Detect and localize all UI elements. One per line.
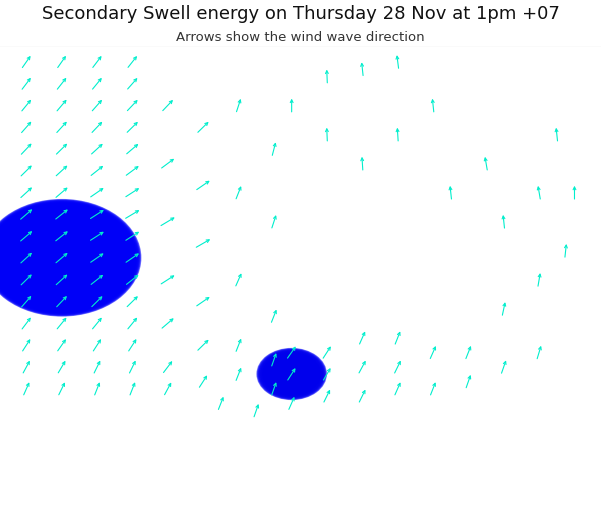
Ellipse shape bbox=[0, 210, 126, 305]
Ellipse shape bbox=[258, 349, 325, 399]
Ellipse shape bbox=[257, 348, 326, 399]
Ellipse shape bbox=[0, 210, 127, 306]
Ellipse shape bbox=[261, 352, 322, 396]
Ellipse shape bbox=[0, 202, 137, 313]
Ellipse shape bbox=[0, 200, 140, 316]
Ellipse shape bbox=[260, 351, 323, 397]
Ellipse shape bbox=[0, 205, 133, 310]
Ellipse shape bbox=[259, 350, 324, 398]
Ellipse shape bbox=[0, 207, 131, 309]
Ellipse shape bbox=[260, 351, 323, 397]
Ellipse shape bbox=[262, 352, 322, 396]
Ellipse shape bbox=[0, 207, 130, 308]
Ellipse shape bbox=[257, 348, 327, 400]
Ellipse shape bbox=[0, 209, 127, 306]
Ellipse shape bbox=[258, 349, 325, 399]
Ellipse shape bbox=[257, 348, 326, 400]
Ellipse shape bbox=[0, 204, 135, 312]
Ellipse shape bbox=[0, 201, 139, 315]
Ellipse shape bbox=[0, 204, 135, 311]
Ellipse shape bbox=[0, 205, 134, 311]
Ellipse shape bbox=[0, 205, 133, 311]
Ellipse shape bbox=[261, 351, 322, 397]
Ellipse shape bbox=[0, 208, 129, 307]
Ellipse shape bbox=[258, 349, 326, 399]
Ellipse shape bbox=[0, 207, 130, 308]
Ellipse shape bbox=[257, 349, 326, 399]
Ellipse shape bbox=[0, 202, 137, 313]
Ellipse shape bbox=[0, 203, 136, 313]
Ellipse shape bbox=[0, 199, 141, 316]
Ellipse shape bbox=[260, 350, 323, 398]
Ellipse shape bbox=[258, 350, 325, 398]
Ellipse shape bbox=[0, 206, 132, 310]
Ellipse shape bbox=[258, 349, 326, 399]
Ellipse shape bbox=[0, 202, 138, 314]
Text: Arrows show the wind wave direction: Arrows show the wind wave direction bbox=[176, 31, 425, 44]
Ellipse shape bbox=[262, 352, 321, 396]
Ellipse shape bbox=[261, 351, 322, 396]
Ellipse shape bbox=[0, 200, 139, 315]
Ellipse shape bbox=[260, 351, 323, 397]
Ellipse shape bbox=[263, 352, 321, 395]
Ellipse shape bbox=[0, 199, 141, 316]
Ellipse shape bbox=[0, 208, 129, 308]
Ellipse shape bbox=[256, 348, 327, 400]
Ellipse shape bbox=[0, 201, 138, 314]
Ellipse shape bbox=[0, 206, 132, 309]
Ellipse shape bbox=[0, 203, 136, 312]
Ellipse shape bbox=[261, 351, 323, 397]
Ellipse shape bbox=[262, 352, 322, 396]
Ellipse shape bbox=[0, 209, 128, 307]
Text: Secondary Swell energy on Thursday 28 Nov at 1pm +07: Secondary Swell energy on Thursday 28 No… bbox=[41, 5, 560, 23]
Ellipse shape bbox=[260, 350, 324, 398]
Ellipse shape bbox=[0, 210, 126, 305]
Ellipse shape bbox=[259, 350, 325, 398]
